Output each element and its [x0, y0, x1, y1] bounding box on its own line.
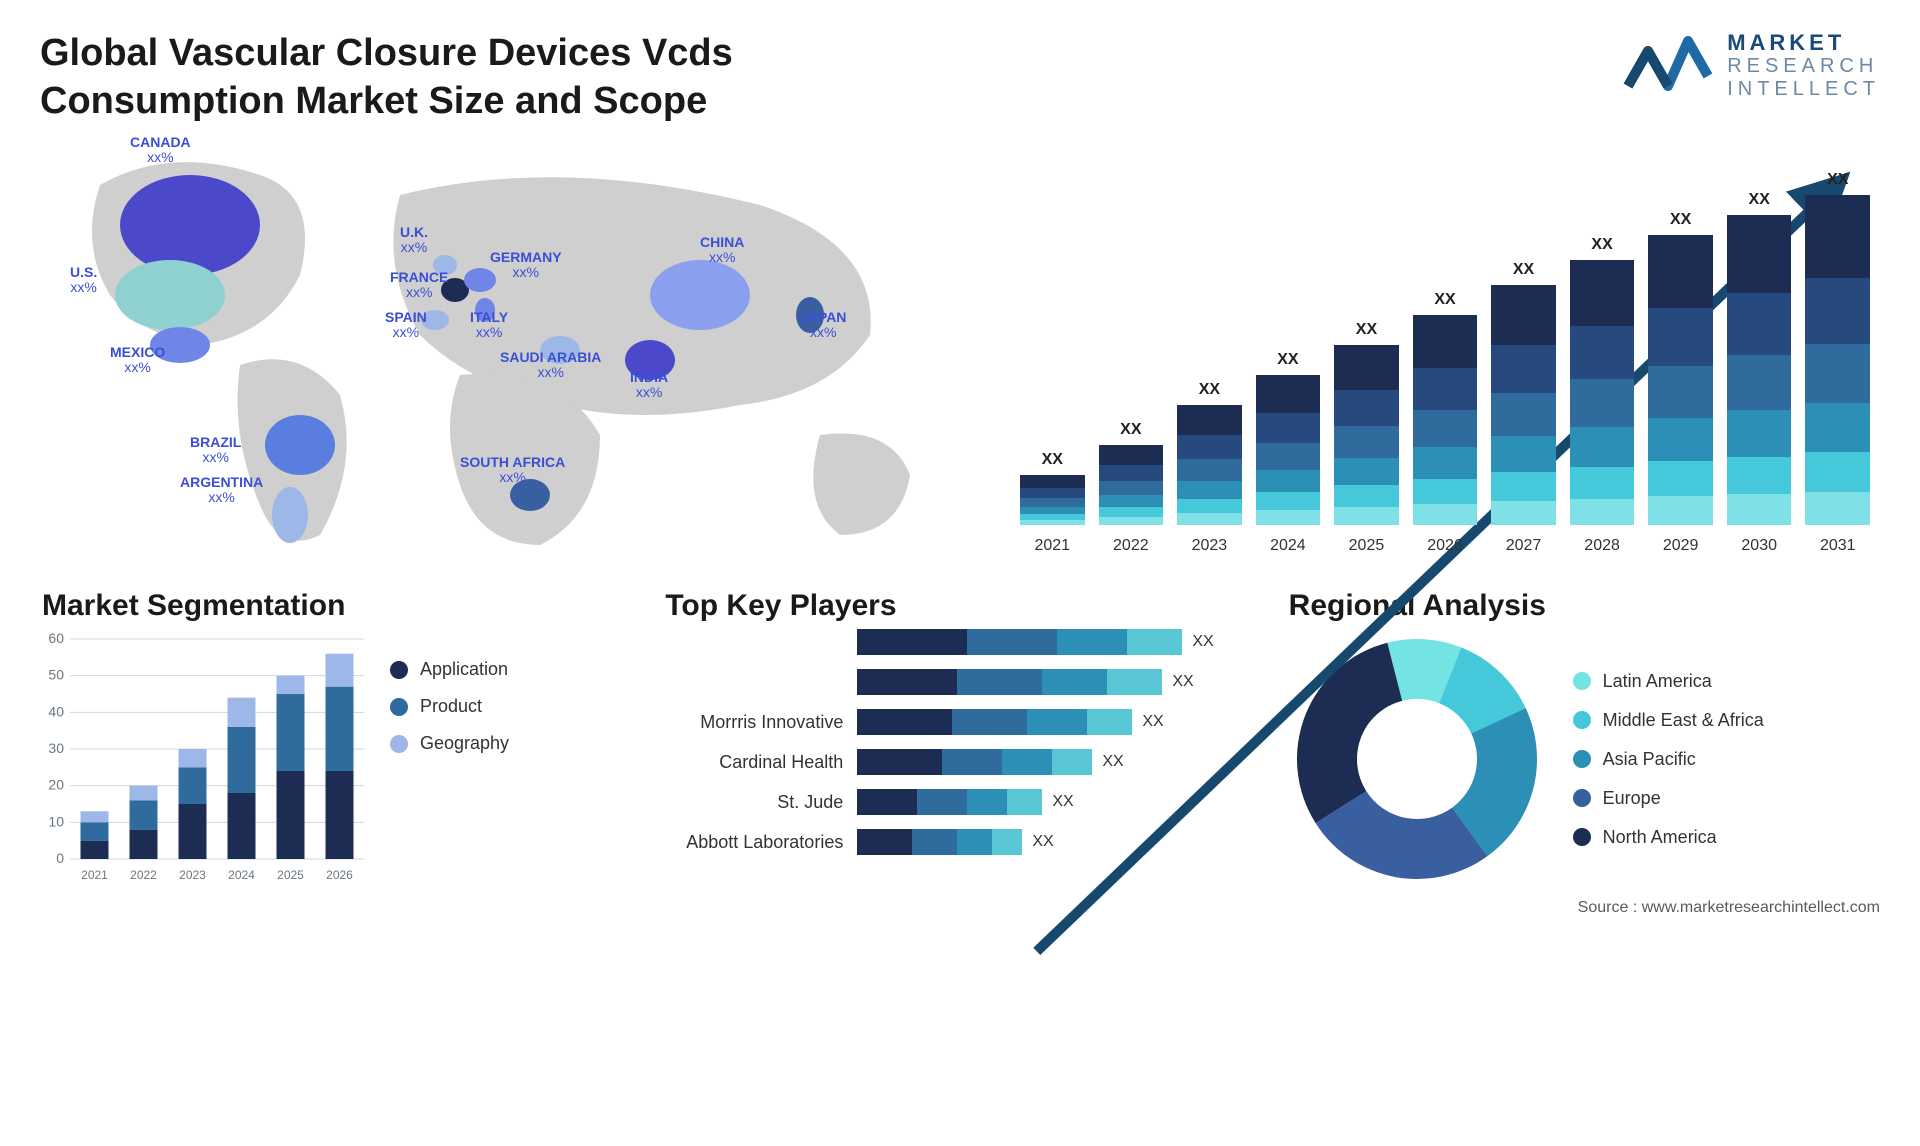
svg-text:2026: 2026: [326, 868, 353, 882]
legend-item: Application: [390, 659, 509, 680]
map-label: FRANCExx%: [390, 270, 448, 301]
world-map: CANADAxx% U.S.xx% MEXICOxx% BRAZILxx% ARGENT…: [40, 135, 940, 565]
map-label: GERMANYxx%: [490, 250, 562, 281]
key-player-label: Abbott Laboratories: [663, 829, 843, 855]
growth-bar-chart: XXXXXXXXXXXXXXXXXXXXXX 20212022202320242…: [980, 135, 1880, 565]
legend-item: Latin America: [1573, 671, 1764, 692]
legend-item: Europe: [1573, 788, 1764, 809]
legend-item: Middle East & Africa: [1573, 710, 1764, 731]
map-label: SAUDI ARABIAxx%: [500, 350, 601, 381]
map-label: SOUTH AFRICAxx%: [460, 455, 565, 486]
regional-title: Regional Analysis: [1289, 589, 1880, 623]
svg-text:2023: 2023: [179, 868, 206, 882]
key-players-title: Top Key Players: [665, 589, 1256, 623]
growth-x-tick: 2025: [1334, 537, 1399, 555]
svg-text:2024: 2024: [228, 868, 255, 882]
growth-x-tick: 2021: [1020, 537, 1085, 555]
source-text: Source : www.marketresearchintellect.com: [40, 899, 1880, 917]
map-label: U.K.xx%: [400, 225, 428, 256]
regional-legend: Latin America Middle East & Africa Asia Pa…: [1573, 671, 1764, 848]
page-title: Global Vascular Closure Devices Vcds Con…: [40, 30, 940, 125]
key-players-chart: XX XX XX XX XX XX: [857, 629, 1256, 855]
svg-text:20: 20: [48, 777, 64, 793]
svg-text:50: 50: [48, 667, 64, 683]
key-player-bar: XX: [857, 829, 1256, 855]
svg-text:30: 30: [48, 740, 64, 756]
svg-text:0: 0: [56, 850, 64, 866]
map-label: CHINAxx%: [700, 235, 744, 266]
logo-text-1: MARKET: [1727, 30, 1880, 55]
growth-bar: XX: [1256, 375, 1321, 525]
growth-bar: XX: [1334, 345, 1399, 525]
map-label: U.S.xx%: [70, 265, 97, 296]
key-player-bar: XX: [857, 749, 1256, 775]
logo-mark-icon: [1623, 31, 1713, 101]
map-label: MEXICOxx%: [110, 345, 165, 376]
legend-item: Product: [390, 696, 509, 717]
map-label: CANADAxx%: [130, 135, 191, 166]
growth-x-tick: 2028: [1570, 537, 1635, 555]
map-label: JAPANxx%: [800, 310, 846, 341]
growth-bar: XX: [1491, 285, 1556, 525]
growth-x-tick: 2026: [1413, 537, 1478, 555]
growth-bar: XX: [1570, 260, 1635, 525]
logo-text-2: RESEARCH: [1727, 55, 1880, 78]
key-player-bar: XX: [857, 629, 1256, 655]
legend-item: North America: [1573, 827, 1764, 848]
growth-bar: XX: [1727, 215, 1792, 525]
growth-x-tick: 2027: [1491, 537, 1556, 555]
growth-bar: XX: [1413, 315, 1478, 525]
world-map-svg: [40, 135, 940, 565]
key-players-panel: Top Key Players Morrris Innovative Cardin…: [663, 571, 1256, 889]
map-label: ARGENTINAxx%: [180, 475, 263, 506]
growth-bar: XX: [1648, 235, 1713, 525]
regional-donut-chart: [1287, 629, 1547, 889]
map-label: ITALYxx%: [470, 310, 508, 341]
legend-item: Geography: [390, 733, 509, 754]
svg-text:2021: 2021: [81, 868, 108, 882]
key-player-bar: XX: [857, 789, 1256, 815]
svg-text:10: 10: [48, 813, 64, 829]
growth-bar: XX: [1099, 445, 1164, 525]
segmentation-legend: Application Product Geography: [390, 659, 509, 754]
segmentation-title: Market Segmentation: [42, 589, 633, 623]
growth-x-tick: 2030: [1727, 537, 1792, 555]
map-label: BRAZILxx%: [190, 435, 241, 466]
segmentation-panel: Market Segmentation 0 10 20 30 40 50 60 2021 202…: [40, 571, 633, 889]
key-player-bar: XX: [857, 709, 1256, 735]
growth-x-tick: 2031: [1805, 537, 1870, 555]
svg-text:2025: 2025: [277, 868, 304, 882]
key-player-label: [663, 669, 843, 695]
growth-x-tick: 2023: [1177, 537, 1242, 555]
growth-bar: XX: [1805, 195, 1870, 525]
svg-text:40: 40: [48, 703, 64, 719]
svg-text:2022: 2022: [130, 868, 157, 882]
growth-x-tick: 2029: [1648, 537, 1713, 555]
map-label: SPAINxx%: [385, 310, 427, 341]
growth-bar: XX: [1177, 405, 1242, 525]
legend-item: Asia Pacific: [1573, 749, 1764, 770]
segmentation-chart: 0 10 20 30 40 50 60 2021 2022 2023 2024 2025 2026: [40, 629, 370, 889]
svg-text:60: 60: [48, 630, 64, 646]
logo-text-3: INTELLECT: [1727, 78, 1880, 101]
key-player-label: St. Jude: [663, 789, 843, 815]
growth-x-tick: 2024: [1256, 537, 1321, 555]
growth-bar: XX: [1020, 475, 1085, 525]
map-label: INDIAxx%: [630, 370, 668, 401]
brand-logo: MARKET RESEARCH INTELLECT: [1623, 30, 1880, 101]
key-player-bar: XX: [857, 669, 1256, 695]
growth-x-tick: 2022: [1099, 537, 1164, 555]
key-player-label: [663, 629, 843, 655]
key-player-label: Morrris Innovative: [663, 709, 843, 735]
regional-panel: Regional Analysis Latin America Middle Ea…: [1287, 571, 1880, 889]
key-player-label: Cardinal Health: [663, 749, 843, 775]
